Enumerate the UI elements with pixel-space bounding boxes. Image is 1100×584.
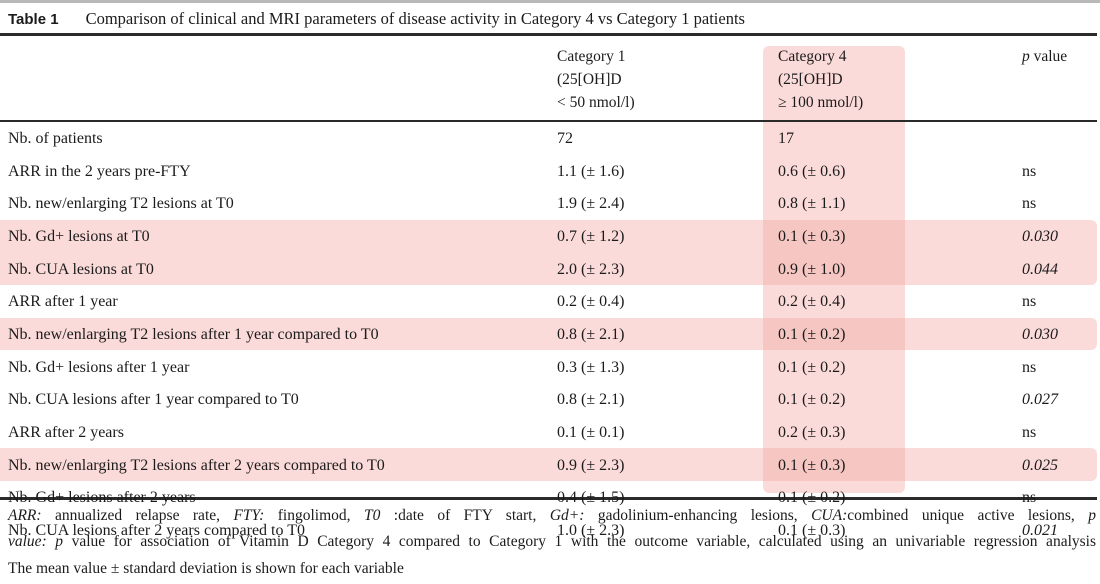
header-line: Category 1: [557, 47, 626, 65]
table-row: ARR after 1 year 0.2 (± 0.4) 0.2 (± 0.4) ns: [0, 285, 1097, 318]
header-line: ≥ 100 nmol/l): [778, 93, 864, 111]
p-value-cell: 0.021: [1022, 522, 1058, 540]
table-row: ARR after 2 years 0.1 (± 0.1) 0.2 (± 0.3) n…: [0, 416, 1097, 449]
row-label-cell: Nb. of patients: [8, 129, 103, 147]
header-row: Category 1 (25[OH]D < 50 nmol/l) Categor…: [0, 35, 1097, 122]
row-label-cell: Nb. Gd+ lesions at T0: [0, 219, 548, 253]
category1-value-cell: 0.1 (± 0.1): [557, 424, 625, 442]
category4-header-cell: Category 4 (25[OH]D ≥ 100 nmol/l): [763, 35, 905, 122]
table-row: Nb. Gd+ lesions after 1 year 0.3 (± 1.3) 0…: [0, 350, 1097, 383]
category4-value-cell: 0.1 (± 0.2): [778, 489, 846, 507]
footnote-line: ARR: annualized relapse rate, FTY: fingo…: [8, 507, 1096, 524]
header-line: < 50 nmol/l): [557, 93, 635, 111]
category4-value-cell: 0.9 (± 1.0): [763, 252, 905, 285]
category4-value-cell: 0.1 (± 0.2): [763, 317, 905, 351]
header-line: Category 4: [778, 47, 847, 65]
table-caption-text: Comparison of clinical and MRI parameter…: [85, 9, 745, 28]
p-value-cell: 0.044: [905, 252, 1097, 285]
scan-edge-artifact: [0, 0, 1100, 3]
table-body: Nb. of patients 72 17 ARR in the 2 years pr…: [0, 121, 1097, 547]
table-row: Nb. CUA lesions at T0 2.0 (± 2.3) 0.9 (± 1…: [0, 252, 1097, 285]
p-value-cell: 0.030: [905, 219, 1097, 253]
row-label-cell: Nb. new/enlarging T2 lesions after 2 yea…: [0, 448, 548, 482]
row-label-cell: Nb. CUA lesions at T0: [0, 252, 548, 285]
row-label-cell: ARR in the 2 years pre-FTY: [8, 162, 191, 180]
category4-value-cell: 0.2 (± 0.3): [778, 424, 846, 442]
category1-value-cell: 0.9 (± 2.3): [548, 448, 763, 482]
row-label-cell: Nb. new/enlarging T2 lesions at T0: [8, 195, 234, 213]
category4-value-cell: 0.1 (± 0.3): [763, 448, 905, 482]
top-rule: [0, 33, 1097, 36]
category1-value-cell: 1.0 (± 2.3): [557, 522, 625, 540]
row-label-cell: ARR after 2 years: [8, 424, 124, 442]
p-value-cell: [905, 121, 1097, 155]
category1-value-cell: 0.2 (± 0.4): [557, 293, 625, 311]
table-row: Nb. Gd+ lesions at T0 0.7 (± 1.2) 0.1 (± 0…: [0, 219, 1097, 253]
category1-value-cell: 1.1 (± 1.6): [557, 162, 625, 180]
p-value-cell: 0.027: [1022, 391, 1058, 409]
p-value-cell: ns: [1022, 489, 1037, 507]
p-value-cell: 0.025: [905, 448, 1097, 482]
p-value-cell: ns: [1022, 358, 1037, 376]
header-line: (25[OH]D: [778, 70, 843, 88]
category1-value-cell: 72: [557, 129, 573, 147]
category4-value-cell: 0.1 (± 0.2): [778, 358, 846, 376]
table-row: Nb. new/enlarging T2 lesions at T0 1.9 (±…: [0, 187, 1097, 220]
table-number-label: Table 1: [8, 11, 59, 28]
p-value-cell: 0.030: [905, 317, 1097, 351]
table-row: ARR in the 2 years pre-FTY 1.1 (± 1.6) 0.6…: [0, 154, 1097, 187]
table-row: Nb. CUA lesions after 1 year compared to…: [0, 383, 1097, 416]
bottom-rule: [0, 497, 1097, 500]
comparison-table: Category 1 (25[OH]D < 50 nmol/l) Categor…: [0, 35, 1097, 547]
row-label-cell: Nb. CUA lesions after 2 years compared t…: [8, 522, 305, 540]
row-label-cell: Nb. CUA lesions after 1 year compared to…: [8, 391, 299, 409]
category1-value-cell: 1.9 (± 2.4): [557, 195, 625, 213]
table-row: Nb. CUA lesions after 2 years compared t…: [0, 514, 1097, 547]
row-label-cell: Nb. Gd+ lesions after 1 year: [8, 358, 190, 376]
footnote-line: value: p value for association of Vitami…: [8, 532, 1096, 550]
table-row: Nb. of patients 72 17: [0, 121, 1097, 155]
category1-value-cell: 0.8 (± 2.1): [557, 391, 625, 409]
p-value-cell: ns: [1022, 195, 1037, 213]
row-label-cell: ARR after 1 year: [8, 293, 118, 311]
p-value-header-cell: p value: [905, 35, 1097, 122]
p-value-cell: ns: [1022, 424, 1037, 442]
table-caption: Table 1 Comparison of clinical and MRI pa…: [8, 8, 1094, 30]
category1-value-cell: 0.3 (± 1.3): [557, 358, 625, 376]
row-label-cell: Nb. Gd+ lesions after 2 years: [8, 489, 196, 507]
category4-value-cell: 0.1 (± 0.3): [778, 522, 846, 540]
category4-value-cell: 0.1 (± 0.3): [763, 219, 905, 253]
table-row: Nb. new/enlarging T2 lesions after 1 yea…: [0, 317, 1097, 351]
table-row: Nb. Gd+ lesions after 2 years 0.4 (± 1.5)…: [0, 481, 1097, 514]
category4-value-cell: 0.1 (± 0.2): [778, 391, 846, 409]
category1-header-cell: Category 1 (25[OH]D < 50 nmol/l): [548, 35, 763, 122]
category4-value-cell: 0.8 (± 1.1): [778, 195, 846, 213]
category1-value-cell: 2.0 (± 2.3): [548, 252, 763, 285]
row-label-cell: Nb. new/enlarging T2 lesions after 1 yea…: [0, 317, 548, 351]
category1-value-cell: 0.7 (± 1.2): [548, 219, 763, 253]
empty-header-cell: [0, 35, 548, 122]
category1-value-cell: 0.4 (± 1.5): [557, 489, 625, 507]
table-footnote: ARR: annualized relapse rate, FTY: fingo…: [8, 503, 1096, 582]
table-row: Nb. new/enlarging T2 lesions after 2 yea…: [0, 448, 1097, 482]
p-value-cell: ns: [1022, 293, 1037, 311]
category1-value-cell: 0.8 (± 2.1): [548, 317, 763, 351]
p-value-cell: ns: [1022, 162, 1037, 180]
category4-value-cell: 0.6 (± 0.6): [778, 162, 846, 180]
footnote-line: The mean value ± standard deviation is s…: [8, 560, 404, 577]
header-line: (25[OH]D: [557, 70, 622, 88]
category4-value-cell: 17: [778, 129, 794, 147]
category4-value-cell: 0.2 (± 0.4): [778, 293, 846, 311]
